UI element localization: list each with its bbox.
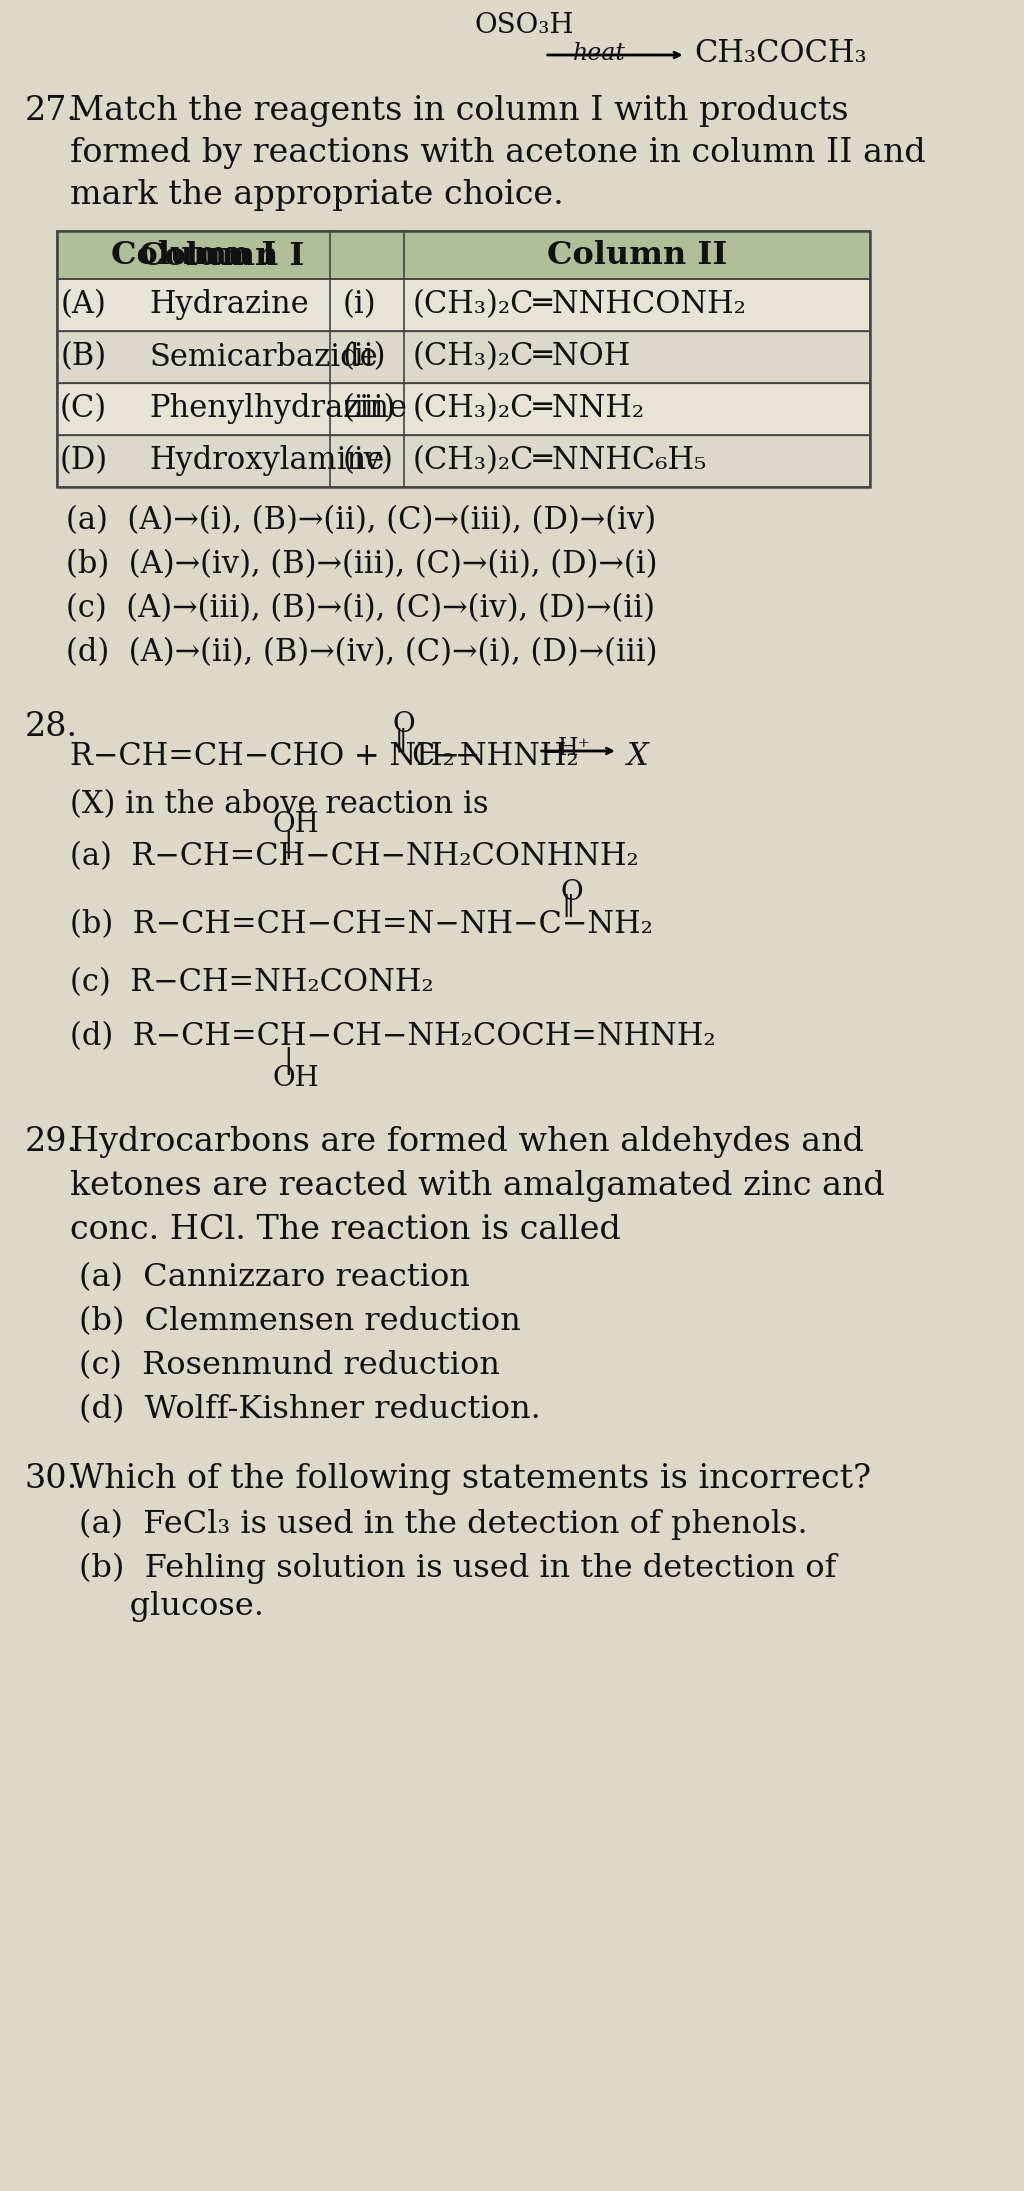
Text: heat: heat — [573, 42, 626, 66]
Text: (d)  (A)→(ii), (B)→(iv), (C)→(i), (D)→(iii): (d) (A)→(ii), (B)→(iv), (C)→(i), (D)→(ii… — [66, 638, 657, 668]
Text: R−CH=CH−CHO + NH₂−: R−CH=CH−CHO + NH₂− — [71, 741, 480, 771]
Bar — [57, 230, 870, 486]
Text: Hydrocarbons are formed when aldehydes and: Hydrocarbons are formed when aldehydes a… — [71, 1126, 864, 1159]
Text: (a)  Cannizzaro reaction: (a) Cannizzaro reaction — [79, 1262, 470, 1293]
Text: (ii): (ii) — [343, 342, 386, 372]
Text: 30.: 30. — [25, 1464, 78, 1494]
Text: OSO₃H: OSO₃H — [474, 11, 574, 39]
Text: C−NHNH₂: C−NHNH₂ — [412, 741, 579, 771]
Text: Hydrazine: Hydrazine — [150, 289, 309, 320]
Text: (CH₃)₂C═NOH: (CH₃)₂C═NOH — [413, 342, 631, 372]
Text: |: | — [283, 1047, 293, 1076]
Text: O: O — [561, 879, 584, 907]
Text: mark the appropriate choice.: mark the appropriate choice. — [71, 180, 564, 210]
Text: (c)  Rosenmund reduction: (c) Rosenmund reduction — [79, 1350, 500, 1380]
Text: 27.: 27. — [25, 94, 78, 127]
Text: (D): (D) — [59, 445, 108, 475]
Bar — [57, 278, 870, 331]
Text: (A): (A) — [60, 289, 106, 320]
Text: (CH₃)₂C═NNHC₆H₅: (CH₃)₂C═NNHC₆H₅ — [413, 445, 708, 475]
Text: (a)  FeCl₃ is used in the detection of phenols.: (a) FeCl₃ is used in the detection of ph… — [79, 1510, 808, 1540]
Text: (B): (B) — [60, 342, 106, 372]
Text: Semicarbazide: Semicarbazide — [150, 342, 378, 372]
Text: (X) in the above reaction is: (X) in the above reaction is — [71, 789, 488, 819]
Text: 29.: 29. — [25, 1126, 78, 1159]
Text: Match the reagents in column I with products: Match the reagents in column I with prod… — [71, 94, 849, 127]
Text: (c)  R−CH=NH₂CONH₂: (c) R−CH=NH₂CONH₂ — [71, 966, 434, 997]
Text: (b)  (A)→(iv), (B)→(iii), (C)→(ii), (D)→(i): (b) (A)→(iv), (B)→(iii), (C)→(ii), (D)→(… — [66, 550, 657, 581]
Text: (iv): (iv) — [343, 445, 393, 475]
Text: Column II: Column II — [547, 239, 727, 269]
Text: (iii): (iii) — [343, 394, 396, 425]
Text: (b)  R−CH=CH−CH=N−NH−C−NH₂: (b) R−CH=CH−CH=N−NH−C−NH₂ — [71, 909, 653, 940]
Text: 28.: 28. — [25, 712, 78, 743]
Text: (b)  Fehling solution is used in the detection of: (b) Fehling solution is used in the dete… — [79, 1553, 837, 1584]
Text: Phenylhydrazine: Phenylhydrazine — [150, 394, 408, 425]
Text: (d)  Wolff-Kishner reduction.: (d) Wolff-Kishner reduction. — [79, 1393, 541, 1424]
Text: ∥: ∥ — [562, 896, 573, 920]
Text: (C): (C) — [60, 394, 108, 425]
Text: glucose.: glucose. — [79, 1591, 264, 1621]
Text: (d)  R−CH=CH−CH−NH₂COCH=NHNH₂: (d) R−CH=CH−CH−NH₂COCH=NHNH₂ — [71, 1021, 716, 1052]
Text: (CH₃)₂C═NNHCONH₂: (CH₃)₂C═NNHCONH₂ — [413, 289, 746, 320]
Text: (CH₃)₂C═NNH₂: (CH₃)₂C═NNH₂ — [413, 394, 645, 425]
Text: ‖: ‖ — [394, 727, 407, 752]
Text: CH₃COCH₃: CH₃COCH₃ — [694, 37, 867, 68]
Text: formed by reactions with acetone in column II and: formed by reactions with acetone in colu… — [71, 138, 926, 169]
Text: O: O — [393, 712, 416, 738]
Text: (a)  (A)→(i), (B)→(ii), (C)→(iii), (D)→(iv): (a) (A)→(i), (B)→(ii), (C)→(iii), (D)→(i… — [66, 504, 656, 537]
Text: Column I: Column I — [111, 239, 276, 269]
Text: Column I: Column I — [139, 241, 304, 272]
Text: OH: OH — [272, 1065, 319, 1091]
Bar — [57, 383, 870, 436]
Text: (a)  R−CH=CH−CH−NH₂CONHNH₂: (a) R−CH=CH−CH−NH₂CONHNH₂ — [71, 841, 639, 872]
Text: X: X — [627, 741, 648, 771]
Bar — [57, 331, 870, 383]
Text: ketones are reacted with amalgamated zinc and: ketones are reacted with amalgamated zin… — [71, 1170, 885, 1203]
Text: |: | — [283, 830, 293, 859]
Text: Hydroxylamine: Hydroxylamine — [150, 445, 385, 475]
Text: (i): (i) — [343, 289, 377, 320]
Bar — [57, 436, 870, 486]
Text: (c)  (A)→(iii), (B)→(i), (C)→(iv), (D)→(ii): (c) (A)→(iii), (B)→(i), (C)→(iv), (D)→(i… — [66, 594, 655, 624]
Text: conc. HCl. The reaction is called: conc. HCl. The reaction is called — [71, 1214, 622, 1247]
Text: (b)  Clemmensen reduction: (b) Clemmensen reduction — [79, 1306, 521, 1337]
Text: H⁺: H⁺ — [558, 736, 591, 760]
Text: OH: OH — [272, 811, 319, 837]
Text: Which of the following statements is incorrect?: Which of the following statements is inc… — [71, 1464, 871, 1494]
Bar — [57, 230, 870, 278]
